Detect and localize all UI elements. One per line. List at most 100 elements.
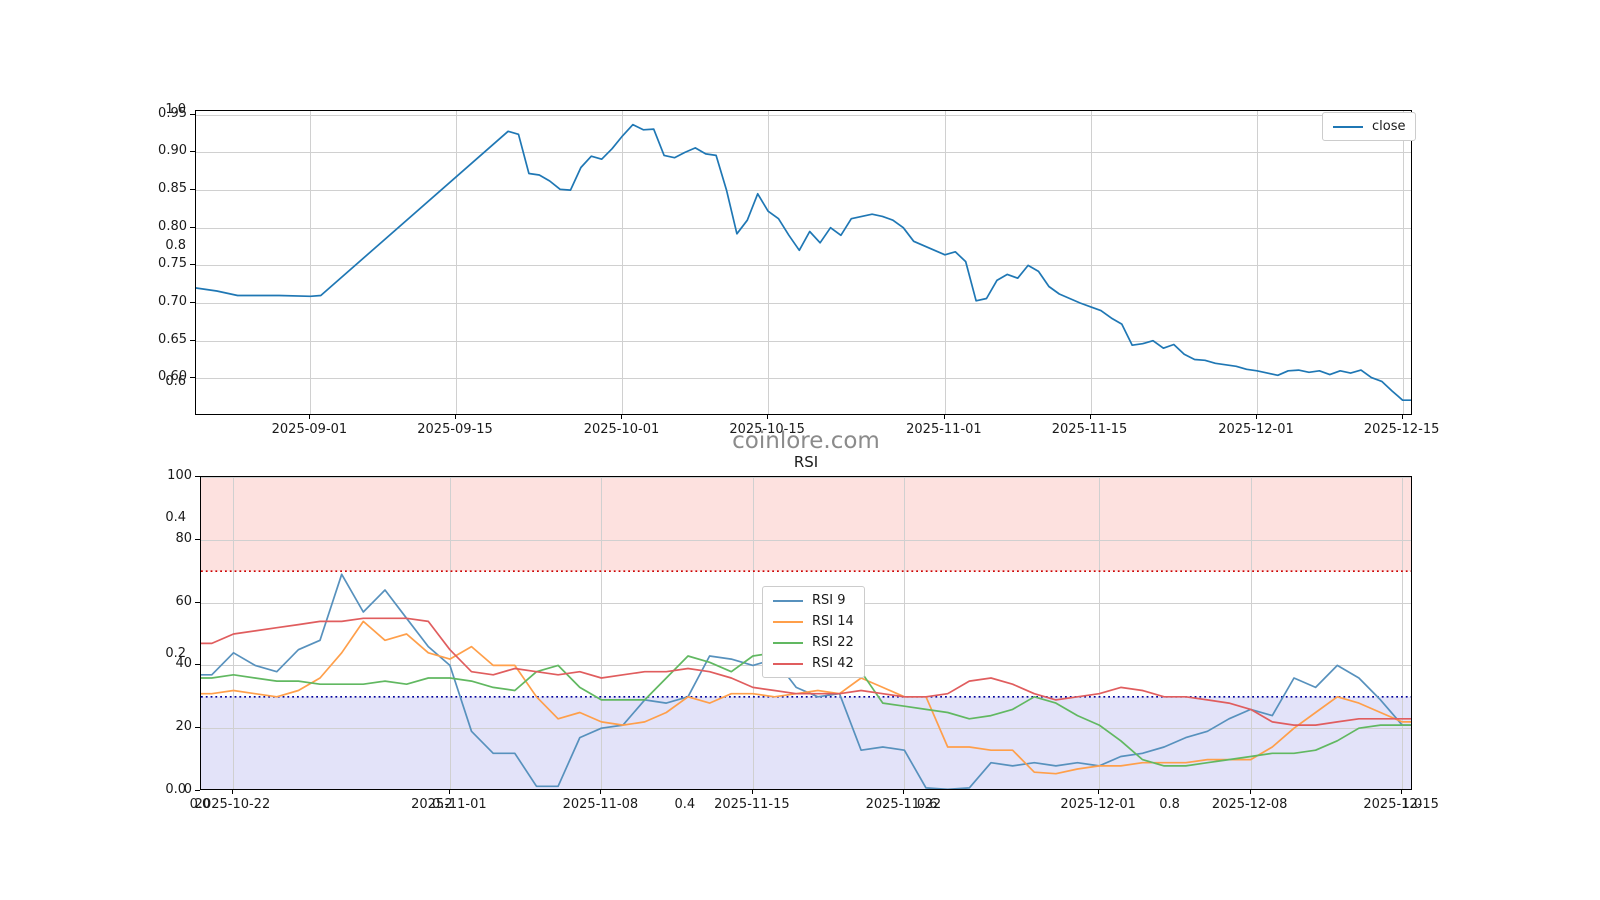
rsi-chart-ytick-label: 20 (175, 719, 192, 735)
legend-item: close (1333, 119, 1405, 134)
legend-line-swatch (773, 641, 803, 644)
rsi-chart-ytick-label: 40 (175, 656, 192, 672)
price-chart-xtick-label: 2025-10-01 (583, 422, 660, 437)
x-tickmark (232, 790, 233, 794)
legend-line-swatch (1333, 125, 1363, 128)
overlay-xtick-label: 1.0 (1401, 797, 1423, 812)
price-chart-ytick-label: 0.60 (158, 369, 187, 385)
legend-label: RSI 9 (812, 593, 846, 608)
x-tickmark (767, 415, 768, 419)
series-line-rsi-14 (201, 620, 1411, 775)
overlay-xtick-label: 0.2 (432, 797, 453, 812)
rsi-chart-canvas (201, 477, 1411, 789)
legend-label: close (1372, 119, 1406, 134)
overlay-ytick-label: 0.6 (165, 374, 186, 389)
price-chart-xtick-label: 2025-12-15 (1363, 422, 1440, 437)
rsi-chart-band-overbought (201, 477, 1411, 572)
overlay-xtick-label: 0.0 (189, 797, 211, 812)
legend-line-swatch (773, 620, 803, 623)
x-tickmark (1402, 415, 1403, 419)
y-tickmark (190, 302, 195, 303)
price-chart-xtick-label: 2025-09-15 (417, 422, 493, 437)
legend-item: RSI 22 (773, 635, 854, 650)
overlay-xtick-label: 0.8 (1159, 797, 1180, 812)
price-chart-ytick-label: 0.65 (158, 331, 187, 347)
overlay-ytick-label: 0.4 (165, 510, 186, 525)
rsi-chart-xtick-label: 2025-12-01 (1060, 797, 1136, 812)
x-tickmark (752, 790, 753, 794)
y-tickmark (195, 664, 200, 665)
watermark: coinlore.com (732, 428, 880, 454)
x-tickmark (600, 790, 601, 794)
price-chart-ytick-label: 0.90 (158, 143, 187, 159)
rsi-chart-ytick-label: 100 (167, 468, 192, 483)
price-chart-plot-area (195, 110, 1412, 415)
price-chart-xtick-label: 2025-09-01 (271, 422, 348, 437)
rsi-chart-xtick-label: 2025-10-22 (194, 797, 271, 812)
y-tickmark (195, 602, 200, 603)
legend-label: RSI 42 (812, 656, 854, 671)
x-tickmark (455, 415, 456, 419)
price-chart-xtick-label: 2025-10-15 (729, 422, 805, 437)
y-tickmark (195, 727, 200, 728)
x-tickmark (1098, 790, 1099, 794)
rsi-chart-ytick-label: 60 (175, 593, 192, 609)
overlay-xtick-label: 0.4 (674, 797, 696, 812)
overlay-ytick-label: 1.0 (165, 102, 186, 117)
x-tickmark (1250, 790, 1251, 794)
rsi-chart-band-oversold (201, 696, 1411, 789)
x-tickmark (621, 415, 622, 419)
x-tickmark (1090, 415, 1091, 419)
series-line-rsi-42 (201, 617, 1411, 726)
rsi-chart-xtick-label: 2025-12-08 (1211, 797, 1288, 812)
y-tickmark (190, 377, 195, 378)
rsi-chart-legend: RSI 9 RSI 14 RSI 22 RSI 42 (762, 586, 865, 678)
price-chart-xtick-label: 2025-12-01 (1218, 422, 1294, 437)
x-tickmark (903, 790, 904, 794)
series-line-close (196, 123, 1411, 402)
price-chart-ytick-label: 0.75 (158, 256, 187, 272)
legend-item: RSI 9 (773, 593, 854, 608)
y-tickmark (195, 790, 200, 791)
rsi-chart-xtick-label: 2025-11-01 (411, 797, 487, 812)
y-tickmark (195, 476, 200, 477)
x-tickmark (1256, 415, 1257, 419)
rsi-chart-ytick-label: 80 (175, 530, 192, 546)
overlay-ytick-label: 0.0 (165, 782, 186, 797)
rsi-chart-title: RSI (793, 453, 819, 471)
price-chart-canvas (196, 111, 1411, 414)
rsi-chart-ytick-label: 0 (183, 782, 192, 797)
rsi-chart-xtick-label: 2025-11-22 (865, 797, 942, 812)
y-tickmark (190, 264, 195, 265)
price-chart-ytick-label: 0.85 (158, 181, 187, 197)
rsi-chart-xtick-label: 2025-12-15 (1363, 797, 1439, 812)
price-chart-ytick-label: 0.95 (158, 105, 187, 121)
legend-line-swatch (773, 662, 803, 665)
price-chart-xtick-label: 2025-11-01 (906, 422, 982, 437)
x-tickmark (309, 415, 310, 419)
rsi-chart-xtick-label: 2025-11-15 (714, 797, 790, 812)
x-tickmark (449, 790, 450, 794)
legend-label: RSI 22 (812, 635, 854, 650)
y-tickmark (190, 114, 195, 115)
y-tickmark (190, 340, 195, 341)
y-tickmark (190, 227, 195, 228)
rsi-chart-plot-area (200, 476, 1412, 790)
legend-item: RSI 14 (773, 614, 854, 629)
x-tickmark (944, 415, 945, 419)
legend-label: RSI 14 (812, 614, 854, 629)
y-tickmark (190, 189, 195, 190)
overlay-ytick-label: 0.8 (165, 238, 186, 253)
y-tickmark (190, 151, 195, 152)
y-tickmark (195, 539, 200, 540)
rsi-chart-xtick-label: 2025-11-08 (562, 797, 639, 812)
price-chart-ytick-label: 0.70 (158, 294, 187, 310)
overlay-ytick-label: 0.2 (165, 646, 186, 661)
price-chart-xtick-label: 2025-11-15 (1051, 422, 1128, 437)
price-chart-legend: close (1322, 112, 1417, 141)
x-tickmark (1401, 790, 1402, 794)
legend-item: RSI 42 (773, 656, 854, 671)
legend-line-swatch (773, 599, 803, 602)
overlay-xtick-label: 0.6 (916, 797, 938, 812)
